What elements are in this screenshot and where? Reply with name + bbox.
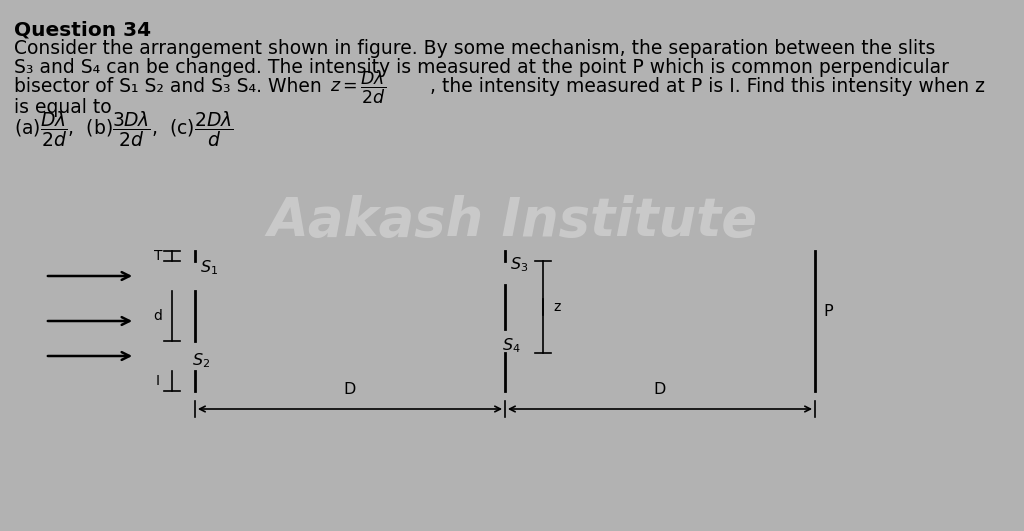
Text: T: T [154, 249, 162, 263]
Text: $S_4$: $S_4$ [502, 337, 520, 355]
Text: Aakash Institute: Aakash Institute [267, 195, 757, 247]
Text: D: D [653, 382, 667, 397]
Text: bisector of S₁ S₂ and S₃ S₄. When: bisector of S₁ S₂ and S₃ S₄. When [14, 77, 322, 96]
Text: z: z [553, 300, 560, 314]
Text: $S_3$: $S_3$ [510, 255, 528, 275]
Text: $S_2$: $S_2$ [193, 352, 210, 370]
Text: $z = \dfrac{D\lambda}{2d}$: $z = \dfrac{D\lambda}{2d}$ [330, 69, 386, 106]
Text: d: d [154, 309, 163, 323]
Text: Question 34: Question 34 [14, 21, 152, 40]
Text: Consider the arrangement shown in figure. By some mechanism, the separation betw: Consider the arrangement shown in figure… [14, 39, 935, 58]
Text: S₃ and S₄ can be changed. The intensity is measured at the point P which is comm: S₃ and S₄ can be changed. The intensity … [14, 58, 949, 77]
Text: P: P [823, 304, 833, 319]
Text: I: I [156, 374, 160, 388]
Text: D: D [344, 382, 356, 397]
Text: $S_1$: $S_1$ [200, 259, 218, 277]
Text: , the intensity measured at P is I. Find this intensity when z: , the intensity measured at P is I. Find… [430, 77, 985, 96]
Text: (a)$\dfrac{D\lambda}{2d}$,  (b)$\dfrac{3D\lambda}{2d}$,  (c)$\dfrac{2D\lambda}{d: (a)$\dfrac{D\lambda}{2d}$, (b)$\dfrac{3D… [14, 109, 233, 149]
Text: is equal to: is equal to [14, 98, 112, 117]
